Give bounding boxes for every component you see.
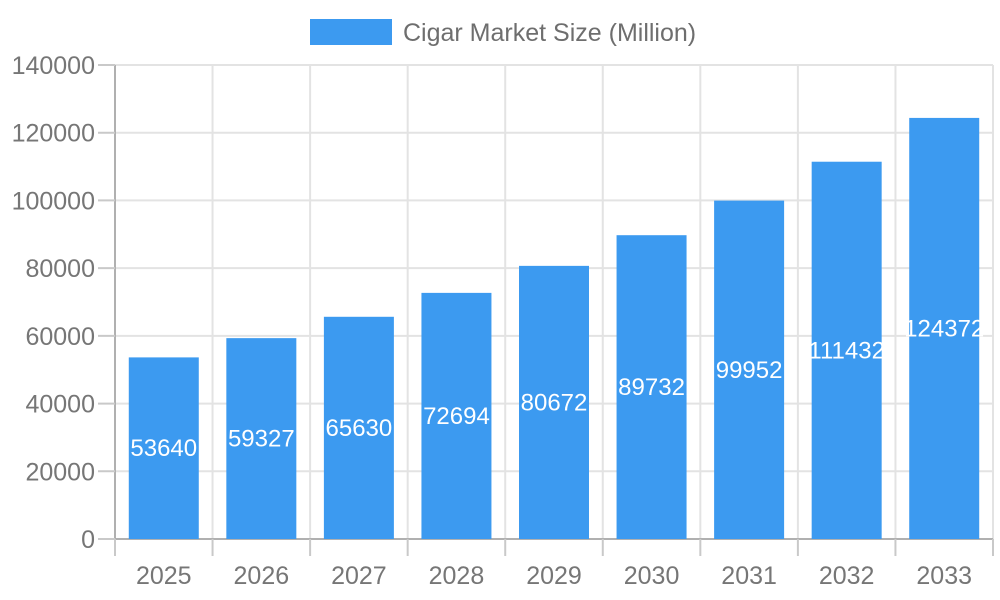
bar-value-label: 89732 [618, 374, 685, 401]
x-axis-tick-label: 2026 [234, 562, 290, 590]
bar-value-label: 124372 [904, 315, 984, 342]
x-axis-tick-label: 2033 [916, 562, 972, 590]
bar-value-label: 65630 [326, 415, 393, 442]
legend-item[interactable]: Cigar Market Size (Million) [310, 19, 696, 47]
y-axis-tick-label: 20000 [25, 458, 95, 486]
bar-2027 [323, 316, 394, 539]
y-axis-tick-label: 80000 [25, 255, 95, 283]
legend-swatch [310, 19, 392, 45]
bar-2025 [128, 357, 199, 539]
bar-2026 [226, 338, 297, 539]
bar-2032 [811, 161, 882, 539]
x-axis-tick-label: 2031 [721, 562, 777, 590]
legend-label: Cigar Market Size (Million) [403, 19, 696, 47]
x-axis-tick-label: 2025 [136, 562, 192, 590]
y-axis-tick-label: 60000 [25, 323, 95, 351]
y-axis-tick-label: 40000 [25, 391, 95, 419]
x-axis-tick-label: 2028 [429, 562, 485, 590]
bar-value-label: 80672 [521, 389, 588, 416]
bar-2031 [714, 200, 785, 540]
bar-value-label: 99952 [716, 357, 783, 384]
y-axis-tick-label: 120000 [12, 120, 95, 148]
x-axis-tick-label: 2030 [624, 562, 680, 590]
bar-2029 [519, 265, 589, 539]
y-axis-tick-label: 140000 [12, 52, 95, 80]
bar-value-label: 53640 [130, 435, 197, 462]
x-axis-tick-label: 2027 [331, 562, 387, 590]
bar-value-label: 59327 [228, 426, 295, 453]
bar-2028 [421, 292, 492, 539]
x-axis-tick-label: 2029 [526, 562, 582, 590]
x-axis-tick-label: 2032 [819, 562, 875, 590]
y-axis-tick-label: 0 [81, 526, 95, 554]
bar-2030 [616, 235, 687, 539]
bar-value-label: 111432 [808, 337, 885, 364]
y-axis-tick-label: 100000 [12, 187, 95, 215]
bar-value-label: 72694 [423, 403, 490, 430]
bar-2033 [909, 117, 980, 540]
